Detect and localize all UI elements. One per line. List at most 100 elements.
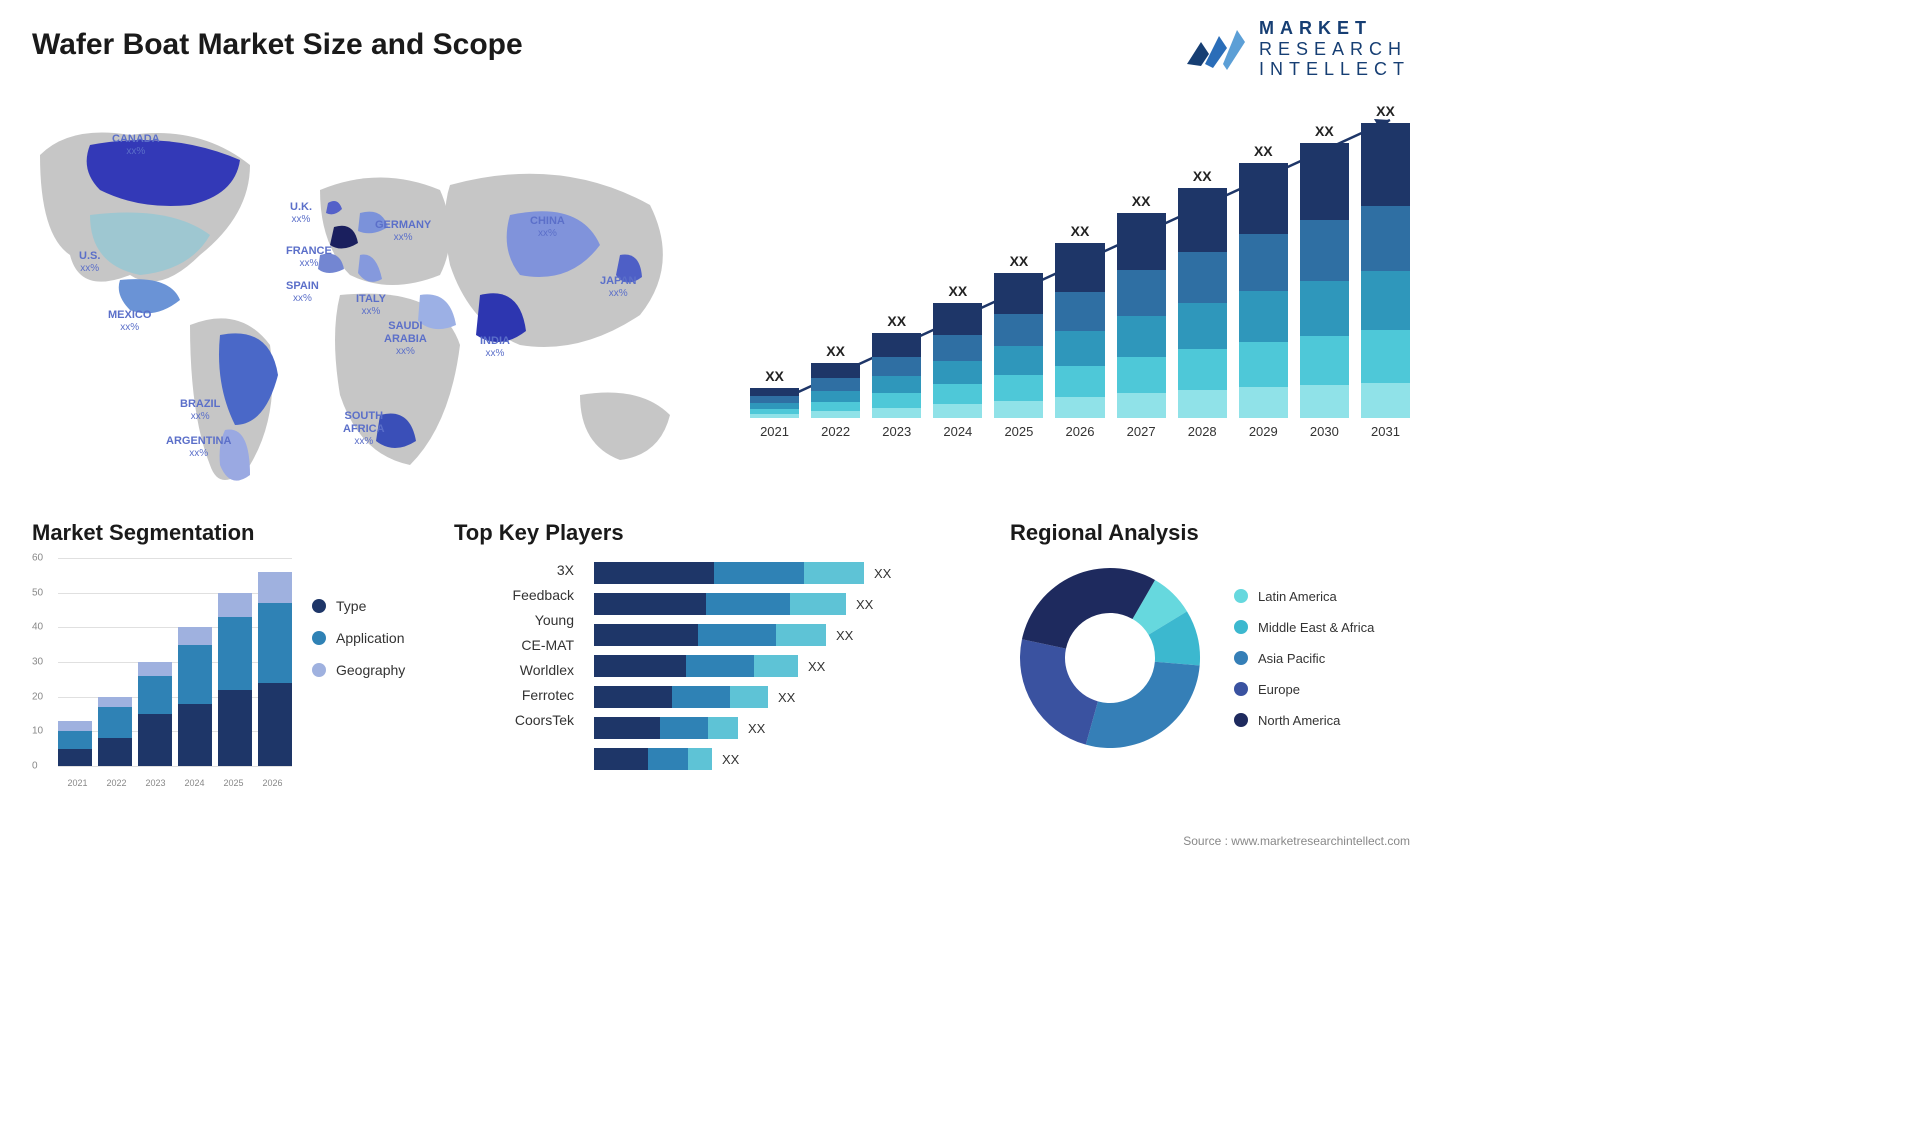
player-value-label: XX <box>722 752 739 767</box>
seg-bar <box>218 593 252 766</box>
growth-col: XX 2028 <box>1178 168 1227 439</box>
growth-value-label: XX <box>1071 223 1090 239</box>
players-names: 3XFeedbackYoungCE-MATWorldlexFerrotecCoo… <box>454 558 574 770</box>
seg-legend-item: Geography <box>312 662 405 678</box>
seg-x-tick: 2024 <box>184 778 204 788</box>
growth-year-label: 2030 <box>1310 424 1339 439</box>
growth-value-label: XX <box>765 368 784 384</box>
growth-bar <box>994 273 1043 418</box>
growth-col: XX2022 <box>811 343 860 439</box>
growth-year-label: 2029 <box>1249 424 1278 439</box>
players-title: Top Key Players <box>454 520 974 546</box>
growth-chart: XX2021XX2022XX2023XX2024XX2025XX2026XX20… <box>750 95 1410 465</box>
regional-legend-item: Latin America <box>1234 589 1374 604</box>
player-row: XX <box>594 624 974 646</box>
map-label: BRAZILxx% <box>180 398 220 423</box>
player-bar <box>594 655 798 677</box>
growth-col: XX2027 <box>1117 193 1166 439</box>
growth-bar <box>750 388 799 418</box>
seg-y-tick: 10 <box>32 726 43 737</box>
seg-bar <box>98 697 132 766</box>
player-name: Worldlex <box>520 662 574 678</box>
seg-x-tick: 2023 <box>145 778 165 788</box>
seg-bar <box>258 572 292 766</box>
map-label: U.K.xx% <box>290 201 312 226</box>
logo-line3: INTELLECT <box>1259 59 1410 80</box>
growth-year-label: 2023 <box>882 424 911 439</box>
player-name: 3X <box>557 562 574 578</box>
seg-y-tick: 50 <box>32 587 43 598</box>
donut-slice <box>1022 568 1155 649</box>
logo-icon <box>1185 24 1249 74</box>
top-key-players: Top Key Players 3XFeedbackYoungCE-MATWor… <box>454 520 974 770</box>
growth-value-label: XX <box>826 343 845 359</box>
growth-col: XX2021 <box>750 368 799 439</box>
seg-y-tick: 60 <box>32 553 43 564</box>
growth-value-label: XX <box>1132 193 1151 209</box>
growth-col: XX2025 <box>994 253 1043 439</box>
growth-bar <box>1178 188 1227 418</box>
player-row: XX <box>594 717 974 739</box>
growth-col: XX 2031 <box>1361 103 1410 439</box>
growth-bar <box>1117 213 1166 418</box>
regional-legend-item: Middle East & Africa <box>1234 620 1374 635</box>
player-value-label: XX <box>836 628 853 643</box>
growth-year-label: 2026 <box>1066 424 1095 439</box>
source-label: Source : www.marketresearchintellect.com <box>1183 834 1410 848</box>
player-value-label: XX <box>808 659 825 674</box>
map-label: CANADAxx% <box>112 133 160 158</box>
growth-bar <box>872 333 921 418</box>
map-label: U.S.xx% <box>79 250 100 275</box>
map-label: JAPANxx% <box>600 275 636 300</box>
logo: MARKET RESEARCH INTELLECT <box>1185 18 1410 80</box>
segmentation-legend: Type Application Geography <box>312 558 405 788</box>
map-label: ARGENTINAxx% <box>166 435 231 460</box>
player-name: CoorsTek <box>515 712 574 728</box>
logo-line2: RESEARCH <box>1259 39 1410 60</box>
growth-bar <box>1361 123 1410 418</box>
donut-slice <box>1020 639 1098 744</box>
player-row: XX <box>594 562 974 584</box>
growth-value-label: XX <box>1193 168 1212 184</box>
map-label: FRANCExx% <box>286 245 332 270</box>
player-value-label: XX <box>874 566 891 581</box>
player-bar <box>594 624 826 646</box>
regional-legend-item: Asia Pacific <box>1234 651 1374 666</box>
seg-y-tick: 20 <box>32 691 43 702</box>
map-label: SPAINxx% <box>286 280 319 305</box>
growth-year-label: 2028 <box>1188 424 1217 439</box>
regional-legend-item: North America <box>1234 713 1374 728</box>
player-bar <box>594 748 712 770</box>
segmentation-plot: 0102030405060202120222023202420252026 <box>32 558 292 788</box>
map-label: ITALYxx% <box>356 293 386 318</box>
map-label: INDIAxx% <box>480 335 510 360</box>
seg-x-tick: 2026 <box>262 778 282 788</box>
seg-y-tick: 40 <box>32 622 43 633</box>
regional-legend-item: Europe <box>1234 682 1374 697</box>
map-label: SAUDIARABIAxx% <box>384 320 427 358</box>
donut-slice <box>1086 662 1200 748</box>
logo-line1: MARKET <box>1259 18 1410 39</box>
growth-value-label: XX <box>1376 103 1395 119</box>
seg-legend-item: Type <box>312 598 405 614</box>
player-name: CE-MAT <box>521 637 574 653</box>
player-row: XX <box>594 748 974 770</box>
player-bar <box>594 593 846 615</box>
growth-col: XX 2026 <box>1055 223 1104 439</box>
growth-year-label: 2031 <box>1371 424 1400 439</box>
growth-value-label: XX <box>1254 143 1273 159</box>
players-bars: XXXXXXXXXXXXXX <box>594 558 974 770</box>
seg-x-tick: 2021 <box>67 778 87 788</box>
seg-bar <box>178 627 212 766</box>
player-bar <box>594 562 864 584</box>
seg-legend-item: Application <box>312 630 405 646</box>
regional-donut <box>1010 558 1210 758</box>
player-value-label: XX <box>856 597 873 612</box>
seg-x-tick: 2022 <box>106 778 126 788</box>
seg-x-tick: 2025 <box>223 778 243 788</box>
player-row: XX <box>594 593 974 615</box>
growth-col: XX 2029 <box>1239 143 1288 439</box>
player-name: Feedback <box>513 587 574 603</box>
growth-bar <box>933 303 982 418</box>
map-label: CHINAxx% <box>530 215 565 240</box>
